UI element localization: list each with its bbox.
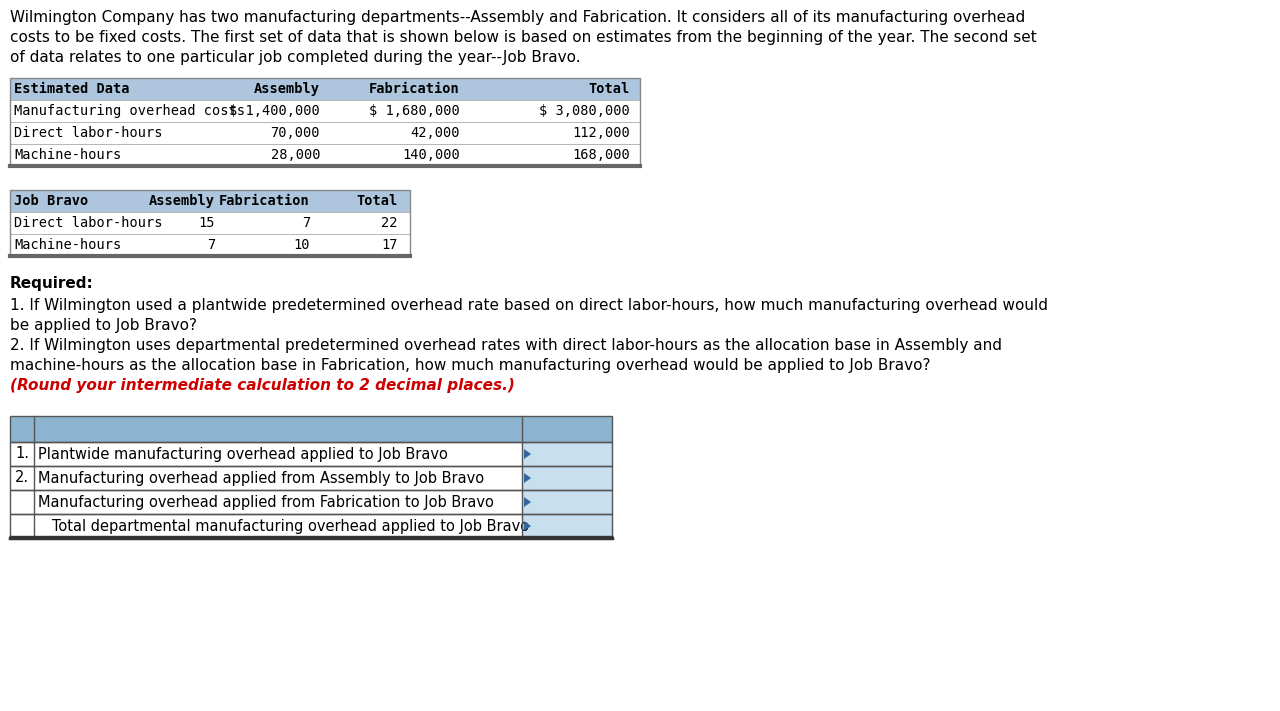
Text: of data relates to one particular job completed during the year--Job Bravo.: of data relates to one particular job co… [10, 50, 581, 65]
Text: 10: 10 [293, 238, 310, 252]
Polygon shape [524, 473, 531, 483]
Text: 2.: 2. [15, 471, 29, 486]
Text: 70,000: 70,000 [270, 126, 320, 140]
Polygon shape [524, 521, 531, 531]
FancyBboxPatch shape [522, 490, 612, 514]
Text: 1.: 1. [15, 447, 29, 461]
Text: 17: 17 [381, 238, 398, 252]
Text: (Round your intermediate calculation to 2 decimal places.): (Round your intermediate calculation to … [10, 378, 515, 393]
Text: $ 1,400,000: $ 1,400,000 [229, 104, 320, 118]
FancyBboxPatch shape [10, 78, 640, 100]
FancyBboxPatch shape [10, 442, 612, 466]
Text: 28,000: 28,000 [270, 148, 320, 162]
Text: machine-hours as the allocation base in Fabrication, how much manufacturing over: machine-hours as the allocation base in … [10, 358, 931, 373]
FancyBboxPatch shape [522, 442, 612, 466]
Text: Direct labor-hours: Direct labor-hours [14, 126, 163, 140]
Text: Machine-hours: Machine-hours [14, 238, 122, 252]
FancyBboxPatch shape [10, 190, 410, 212]
Text: 140,000: 140,000 [402, 148, 460, 162]
Text: Estimated Data: Estimated Data [14, 82, 129, 96]
Text: Total: Total [589, 82, 630, 96]
FancyBboxPatch shape [522, 514, 612, 538]
Text: $ 1,680,000: $ 1,680,000 [369, 104, 460, 118]
Text: Wilmington Company has two manufacturing departments--Assembly and Fabrication. : Wilmington Company has two manufacturing… [10, 10, 1025, 25]
Text: 42,000: 42,000 [411, 126, 460, 140]
Text: 112,000: 112,000 [572, 126, 630, 140]
Text: 168,000: 168,000 [572, 148, 630, 162]
FancyBboxPatch shape [10, 466, 612, 490]
Text: 22: 22 [381, 216, 398, 230]
Text: Job Bravo: Job Bravo [14, 194, 88, 208]
Text: Plantwide manufacturing overhead applied to Job Bravo: Plantwide manufacturing overhead applied… [38, 447, 448, 461]
Polygon shape [524, 497, 531, 507]
Text: Fabrication: Fabrication [369, 82, 460, 96]
Text: costs to be fixed costs. The first set of data that is shown below is based on e: costs to be fixed costs. The first set o… [10, 30, 1037, 45]
FancyBboxPatch shape [10, 212, 410, 234]
Text: 7: 7 [302, 216, 310, 230]
Text: Direct labor-hours: Direct labor-hours [14, 216, 163, 230]
Text: Fabrication: Fabrication [219, 194, 310, 208]
Text: be applied to Job Bravo?: be applied to Job Bravo? [10, 318, 197, 333]
Text: 7: 7 [207, 238, 215, 252]
Text: Assembly: Assembly [148, 194, 215, 208]
FancyBboxPatch shape [10, 490, 612, 514]
FancyBboxPatch shape [10, 234, 410, 256]
Text: Manufacturing overhead applied from Assembly to Job Bravo: Manufacturing overhead applied from Asse… [38, 471, 484, 486]
FancyBboxPatch shape [10, 122, 640, 144]
FancyBboxPatch shape [10, 144, 640, 166]
FancyBboxPatch shape [10, 514, 612, 538]
Text: 15: 15 [198, 216, 215, 230]
Polygon shape [524, 449, 531, 459]
Text: 1. If Wilmington used a plantwide predetermined overhead rate based on direct la: 1. If Wilmington used a plantwide predet… [10, 298, 1048, 313]
Text: Total: Total [357, 194, 398, 208]
Text: Assembly: Assembly [253, 82, 320, 96]
Text: Required:: Required: [10, 276, 93, 291]
Text: $ 3,080,000: $ 3,080,000 [539, 104, 630, 118]
Text: Manufacturing overhead applied from Fabrication to Job Bravo: Manufacturing overhead applied from Fabr… [38, 494, 494, 510]
FancyBboxPatch shape [10, 416, 612, 442]
Text: Manufacturing overhead costs: Manufacturing overhead costs [14, 104, 244, 118]
Text: 2. If Wilmington uses departmental predetermined overhead rates with direct labo: 2. If Wilmington uses departmental prede… [10, 338, 1002, 353]
Text: Total departmental manufacturing overhead applied to Job Bravo: Total departmental manufacturing overhea… [38, 518, 529, 533]
FancyBboxPatch shape [10, 100, 640, 122]
FancyBboxPatch shape [522, 466, 612, 490]
Text: Machine-hours: Machine-hours [14, 148, 122, 162]
